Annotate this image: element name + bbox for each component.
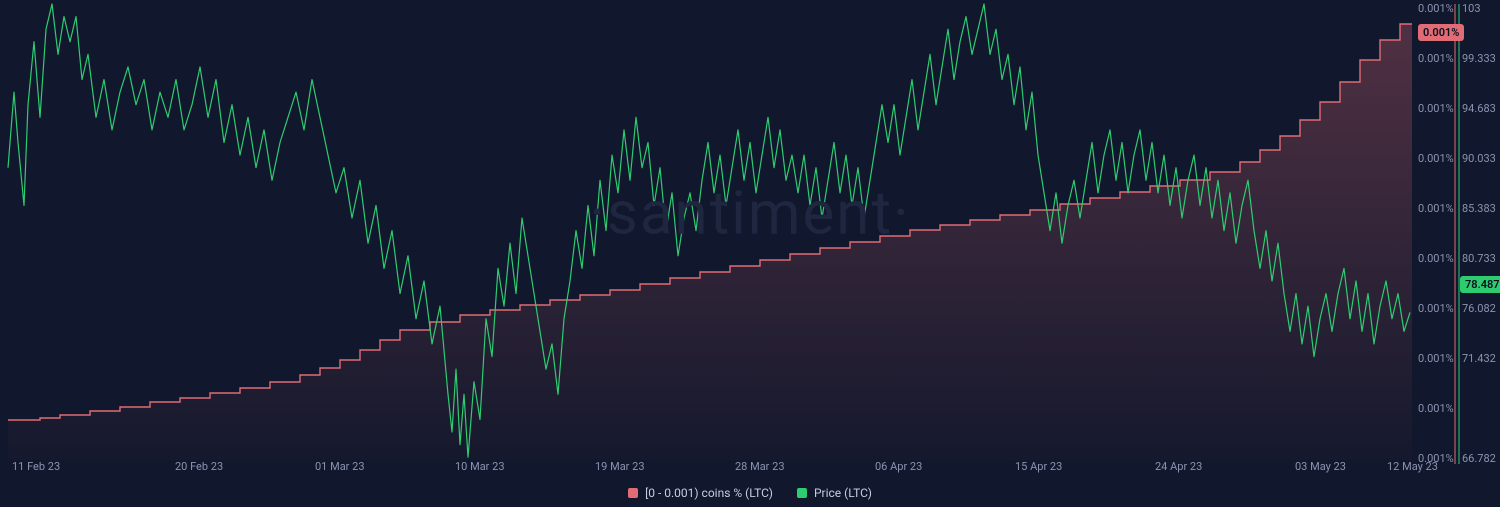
y-tick-coins: 0.001% — [1418, 252, 1454, 265]
y-tick-coins: 0.001% — [1418, 302, 1454, 315]
x-tick: 11 Feb 23 — [12, 460, 60, 473]
y-tick-coins: 0.001% — [1418, 202, 1454, 215]
price-badge: 78.487 — [1460, 276, 1500, 293]
legend-label: [0 - 0.001) coins % (LTC) — [645, 486, 773, 500]
x-tick: 20 Feb 23 — [175, 460, 223, 473]
y-tick-coins: 0.001% — [1418, 352, 1454, 365]
y-tick-price: 90.033 — [1462, 152, 1496, 165]
y-tick-price: 103 — [1462, 2, 1481, 15]
x-tick: 06 Apr 23 — [875, 460, 922, 473]
y-tick-coins: 0.001% — [1418, 152, 1454, 165]
legend-item: [0 - 0.001) coins % (LTC) — [628, 486, 773, 500]
legend: [0 - 0.001) coins % (LTC) Price (LTC) — [0, 486, 1500, 500]
x-tick: 24 Apr 23 — [1155, 460, 1202, 473]
y-tick-price: 71.432 — [1462, 352, 1496, 365]
y-tick-price: 76.082 — [1462, 302, 1496, 315]
legend-swatch — [797, 488, 807, 498]
legend-swatch — [628, 488, 638, 498]
coins-area — [8, 24, 1412, 460]
y-tick-coins: 0.001% — [1418, 402, 1454, 415]
y-tick-price: 80.733 — [1462, 252, 1496, 265]
y-tick-price: 94.683 — [1462, 102, 1496, 115]
y-tick-coins: 0.001% — [1418, 2, 1454, 15]
y-tick-coins: 0.001% — [1418, 52, 1454, 65]
y-tick-price: 85.383 — [1462, 202, 1496, 215]
legend-item: Price (LTC) — [797, 486, 872, 500]
x-tick: 19 Mar 23 — [595, 460, 645, 473]
chart-container: ·santiment· 0.001% 78.487 [0 - 0.001) co… — [0, 0, 1500, 507]
legend-label: Price (LTC) — [814, 486, 872, 500]
x-tick: 28 Mar 23 — [735, 460, 785, 473]
coins-badge: 0.001% — [1418, 24, 1464, 41]
x-tick: 10 Mar 23 — [455, 460, 505, 473]
y-tick-price: 66.782 — [1462, 452, 1496, 465]
y-tick-coins: 0.001% — [1418, 452, 1454, 465]
x-tick: 15 Apr 23 — [1015, 460, 1062, 473]
x-tick: 01 Mar 23 — [315, 460, 365, 473]
chart-svg — [0, 0, 1500, 507]
y-tick-coins: 0.001% — [1418, 102, 1454, 115]
y-tick-price: 99.333 — [1462, 52, 1496, 65]
x-tick: 03 May 23 — [1295, 460, 1346, 473]
